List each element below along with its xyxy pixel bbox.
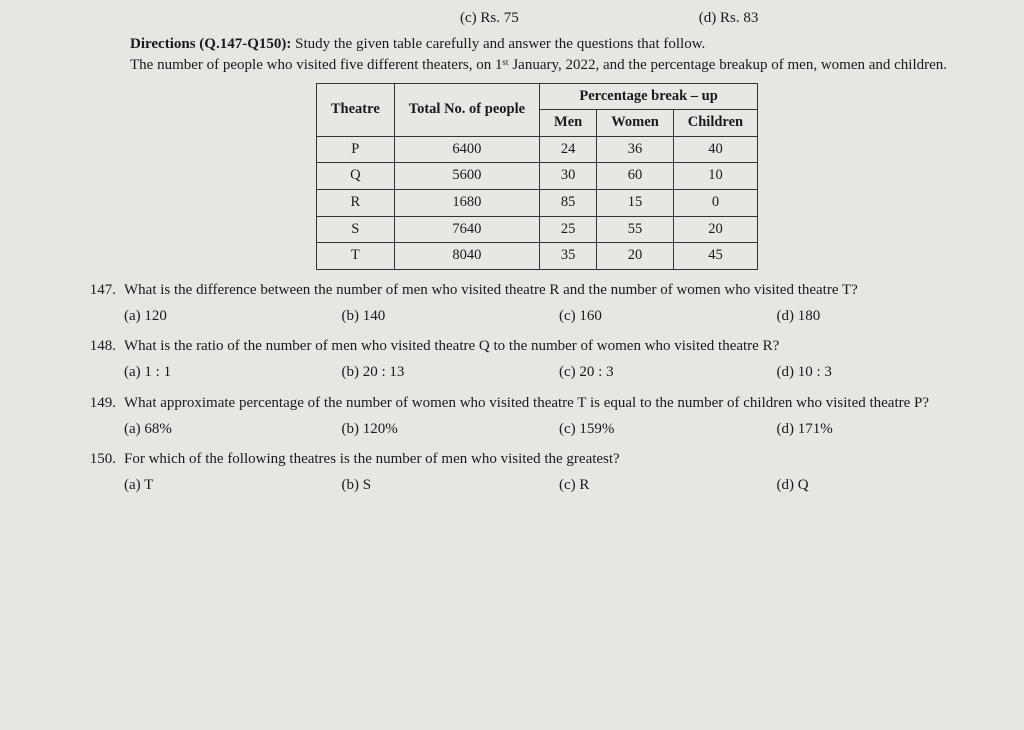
- option-c: (c) 20 : 3: [559, 360, 777, 384]
- cell-children: 20: [673, 216, 757, 243]
- directions-block: Directions (Q.147-Q150): Study the given…: [130, 34, 970, 75]
- cell-total: 7640: [394, 216, 539, 243]
- cell-children: 10: [673, 163, 757, 190]
- question-147-options: (a) 120 (b) 140 (c) 160 (d) 180: [124, 304, 994, 328]
- cell-women: 55: [597, 216, 674, 243]
- option-d: (d) 180: [777, 304, 995, 328]
- prev-option-c: (c) Rs. 75: [460, 8, 519, 28]
- question-text: What approximate percentage of the numbe…: [124, 393, 980, 413]
- cell-theatre: P: [316, 136, 394, 163]
- option-b: (b) 140: [342, 304, 560, 328]
- table-row: P 6400 24 36 40: [316, 136, 757, 163]
- option-c: (c) 159%: [559, 417, 777, 441]
- col-total: Total No. of people: [394, 83, 539, 136]
- option-a: (a) 1 : 1: [124, 360, 342, 384]
- question-text: What is the difference between the numbe…: [124, 280, 980, 300]
- option-a: (a) 68%: [124, 417, 342, 441]
- table-header-row-1: Theatre Total No. of people Percentage b…: [316, 83, 757, 110]
- table-row: T 8040 35 20 45: [316, 243, 757, 270]
- table-row: S 7640 25 55 20: [316, 216, 757, 243]
- prev-option-d: (d) Rs. 83: [699, 8, 759, 28]
- option-b: (b) 20 : 13: [342, 360, 560, 384]
- cell-theatre: S: [316, 216, 394, 243]
- col-pct-span: Percentage break – up: [540, 83, 758, 110]
- table-row: R 1680 85 15 0: [316, 190, 757, 217]
- cell-children: 40: [673, 136, 757, 163]
- cell-men: 85: [540, 190, 597, 217]
- question-number: 147.: [80, 280, 116, 300]
- prev-question-options: (c) Rs. 75 (d) Rs. 83: [460, 8, 994, 28]
- cell-men: 30: [540, 163, 597, 190]
- question-number: 148.: [80, 336, 116, 356]
- option-c: (c) 160: [559, 304, 777, 328]
- cell-theatre: R: [316, 190, 394, 217]
- option-d: (d) 171%: [777, 417, 995, 441]
- option-a: (a) 120: [124, 304, 342, 328]
- directions-line1: Study the given table carefully and answ…: [295, 36, 705, 52]
- cell-total: 6400: [394, 136, 539, 163]
- cell-theatre: Q: [316, 163, 394, 190]
- option-d: (d) Q: [777, 473, 995, 497]
- cell-men: 24: [540, 136, 597, 163]
- theatre-table: Theatre Total No. of people Percentage b…: [316, 83, 758, 270]
- col-children: Children: [673, 110, 757, 137]
- question-149: 149. What approximate percentage of the …: [80, 393, 980, 413]
- cell-women: 60: [597, 163, 674, 190]
- directions-heading: Directions (Q.147-Q150):: [130, 36, 291, 52]
- cell-men: 25: [540, 216, 597, 243]
- question-149-options: (a) 68% (b) 120% (c) 159% (d) 171%: [124, 417, 994, 441]
- question-number: 150.: [80, 449, 116, 469]
- option-b: (b) S: [342, 473, 560, 497]
- cell-total: 8040: [394, 243, 539, 270]
- question-number: 149.: [80, 393, 116, 413]
- cell-children: 45: [673, 243, 757, 270]
- cell-women: 20: [597, 243, 674, 270]
- cell-men: 35: [540, 243, 597, 270]
- data-table-wrap: Theatre Total No. of people Percentage b…: [80, 83, 994, 270]
- question-148: 148. What is the ratio of the number of …: [80, 336, 980, 356]
- col-men: Men: [540, 110, 597, 137]
- option-b: (b) 120%: [342, 417, 560, 441]
- question-text: What is the ratio of the number of men w…: [124, 336, 980, 356]
- cell-children: 0: [673, 190, 757, 217]
- question-148-options: (a) 1 : 1 (b) 20 : 13 (c) 20 : 3 (d) 10 …: [124, 360, 994, 384]
- col-theatre: Theatre: [316, 83, 394, 136]
- question-text: For which of the following theatres is t…: [124, 449, 980, 469]
- cell-total: 5600: [394, 163, 539, 190]
- question-147: 147. What is the difference between the …: [80, 280, 980, 300]
- option-c: (c) R: [559, 473, 777, 497]
- cell-women: 36: [597, 136, 674, 163]
- option-a: (a) T: [124, 473, 342, 497]
- option-d: (d) 10 : 3: [777, 360, 995, 384]
- directions-line2: The number of people who visited five di…: [130, 57, 947, 73]
- question-150-options: (a) T (b) S (c) R (d) Q: [124, 473, 994, 497]
- cell-theatre: T: [316, 243, 394, 270]
- cell-total: 1680: [394, 190, 539, 217]
- question-150: 150. For which of the following theatres…: [80, 449, 980, 469]
- col-women: Women: [597, 110, 674, 137]
- cell-women: 15: [597, 190, 674, 217]
- table-row: Q 5600 30 60 10: [316, 163, 757, 190]
